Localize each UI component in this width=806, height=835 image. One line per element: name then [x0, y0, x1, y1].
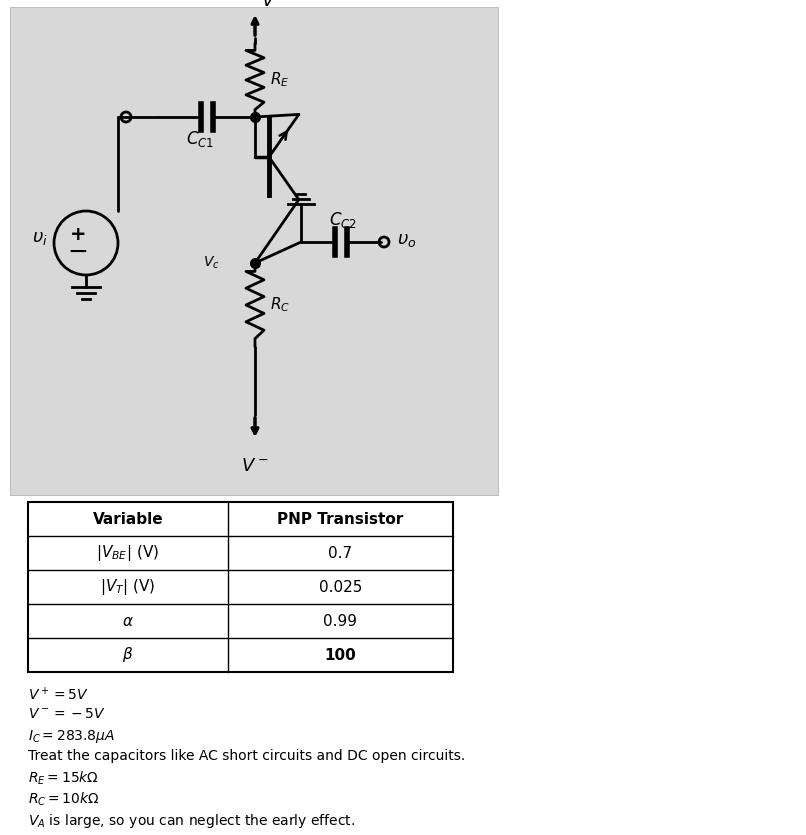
Text: $V^-$: $V^-$: [241, 457, 268, 475]
Text: $C_{C2}$: $C_{C2}$: [329, 210, 357, 230]
Text: $C_{C1}$: $C_{C1}$: [186, 129, 214, 149]
Text: $R_C$: $R_C$: [270, 296, 290, 314]
Text: −: −: [68, 240, 89, 264]
Text: 100: 100: [325, 647, 356, 662]
Text: $|V_{BE}|$ (V): $|V_{BE}|$ (V): [97, 543, 160, 563]
Text: Treat the capacitors like AC short circuits and DC open circuits.: Treat the capacitors like AC short circu…: [28, 749, 465, 763]
Text: $R_E$: $R_E$: [270, 71, 289, 89]
Bar: [28, 502, 453, 672]
Text: 0.99: 0.99: [323, 614, 358, 629]
Text: $|V_T|$ (V): $|V_T|$ (V): [100, 577, 156, 597]
Text: $V^+ = 5V$: $V^+ = 5V$: [28, 686, 89, 703]
Text: +: +: [70, 225, 86, 244]
Text: $\beta$: $\beta$: [123, 645, 134, 665]
Text: $V_A$ is large, so you can neglect the early effect.: $V_A$ is large, so you can neglect the e…: [28, 812, 355, 830]
Text: $\alpha$: $\alpha$: [122, 614, 134, 629]
Text: 0.7: 0.7: [328, 545, 352, 560]
Text: PNP Transistor: PNP Transistor: [277, 512, 404, 527]
Text: $\upsilon_o$: $\upsilon_o$: [397, 231, 417, 249]
Text: $R_E = 15k\Omega$: $R_E = 15k\Omega$: [28, 770, 99, 787]
Text: 0.025: 0.025: [319, 579, 362, 595]
Text: $V^- = -5V$: $V^- = -5V$: [28, 707, 106, 721]
Text: $R_C = 10k\Omega$: $R_C = 10k\Omega$: [28, 791, 100, 808]
Text: $V^+$: $V^+$: [261, 0, 289, 11]
Text: $V_c$: $V_c$: [203, 255, 220, 271]
FancyBboxPatch shape: [10, 7, 498, 495]
Text: $I_C = 283.8\mu A$: $I_C = 283.8\mu A$: [28, 728, 115, 745]
Text: $\upsilon_i$: $\upsilon_i$: [32, 229, 48, 247]
Text: Variable: Variable: [93, 512, 164, 527]
